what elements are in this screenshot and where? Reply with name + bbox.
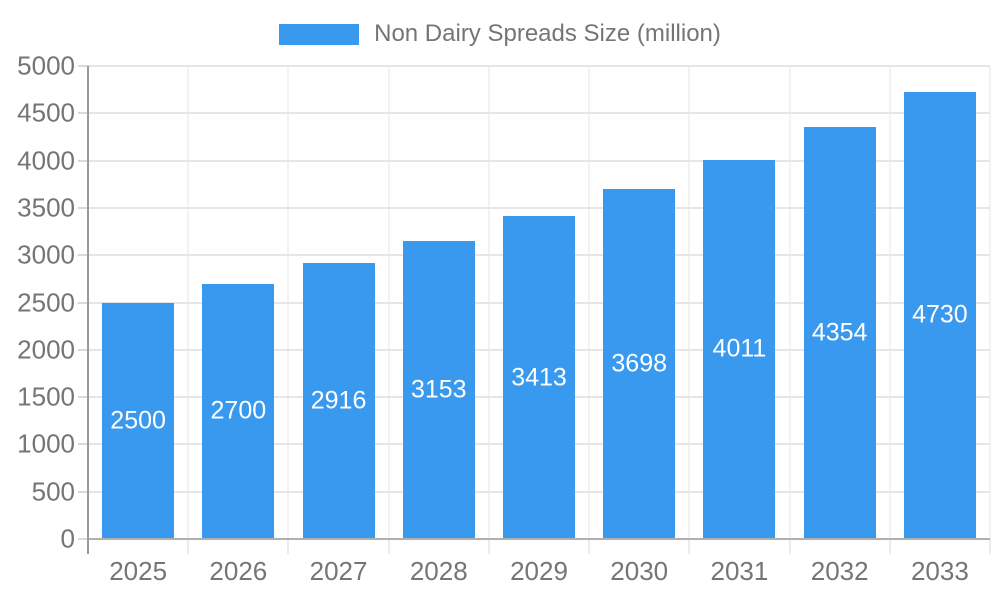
y-axis-label: 5000 — [17, 50, 75, 81]
bar[interactable] — [302, 263, 375, 539]
bar-value-label: 2700 — [210, 396, 267, 425]
x-axis-tick — [187, 539, 189, 554]
v-gridline — [889, 66, 891, 539]
y-axis-tick — [78, 490, 88, 493]
bar[interactable] — [503, 216, 575, 539]
bar-value-label: 3153 — [410, 375, 467, 404]
y-axis-label: 500 — [31, 476, 75, 507]
bar[interactable] — [803, 127, 876, 539]
x-axis-label: 2033 — [910, 556, 969, 586]
y-axis-tick — [78, 206, 88, 209]
h-gridline — [88, 206, 990, 209]
x-axis-label: 2031 — [710, 556, 769, 586]
bar[interactable] — [603, 189, 676, 539]
x-axis-tick — [688, 539, 690, 554]
y-axis-label: 3500 — [17, 192, 75, 223]
y-axis-label: 1000 — [17, 428, 75, 459]
legend: Non Dairy Spreads Size (million) — [0, 20, 1000, 48]
bar-value-label: 4730 — [912, 300, 968, 329]
bar-value-label: 4354 — [811, 318, 868, 347]
v-gridline — [187, 66, 189, 539]
v-gridline — [287, 66, 289, 539]
y-axis-label: 3000 — [17, 239, 75, 270]
x-axis-tick — [488, 539, 490, 554]
y-axis-tick — [78, 159, 88, 162]
x-axis-label: 2029 — [510, 556, 568, 586]
x-axis-tick — [989, 539, 991, 554]
bar-value-label: 2916 — [310, 386, 367, 415]
h-gridline — [88, 159, 990, 162]
bar-value-label: 3413 — [511, 363, 567, 392]
y-axis-tick — [78, 443, 88, 446]
y-axis-label: 4000 — [17, 145, 75, 176]
bar[interactable] — [402, 240, 475, 539]
y-axis-tick — [78, 112, 88, 115]
h-gridline — [88, 112, 990, 115]
x-axis-tick — [789, 539, 791, 554]
bar-value-label: 4011 — [712, 334, 767, 363]
y-axis-tick — [78, 396, 88, 399]
y-axis-label: 0 — [60, 523, 75, 554]
plot-area: 0 500 1000 1500 2000 2500 3000 3500 4000 4500 5000… — [17, 51, 991, 586]
bar[interactable] — [903, 91, 976, 539]
legend-swatch-icon — [279, 23, 360, 45]
y-axis-tick — [78, 254, 88, 257]
bar[interactable] — [703, 159, 776, 539]
bar[interactable] — [202, 283, 275, 539]
x-axis-label: 2025 — [109, 556, 168, 586]
bar-value-label: 3698 — [611, 349, 668, 378]
v-gridline — [588, 66, 590, 539]
y-axis-label: 1500 — [17, 381, 75, 412]
v-gridline — [989, 66, 991, 539]
x-axis-label: 2030 — [610, 556, 669, 586]
x-axis-label: 2026 — [209, 556, 268, 586]
x-axis-tick — [388, 539, 390, 554]
x-axis-tick — [889, 539, 891, 554]
x-axis-label: 2028 — [409, 556, 468, 586]
y-axis-tick — [78, 65, 88, 67]
y-axis-label: 4500 — [17, 97, 75, 128]
y-axis-label: 2000 — [17, 334, 75, 365]
x-axis-line — [88, 538, 990, 540]
v-gridline — [688, 66, 690, 539]
y-axis-tick — [78, 348, 88, 351]
h-gridline — [88, 65, 990, 67]
x-axis-tick — [287, 539, 289, 554]
bar[interactable] — [102, 302, 175, 539]
v-gridline — [789, 66, 791, 539]
y-axis-tick — [78, 301, 88, 304]
legend-item[interactable]: Non Dairy Spreads Size (million) — [279, 20, 721, 48]
v-gridline — [488, 66, 490, 539]
y-axis-tick — [78, 538, 88, 540]
bar-value-label: 2500 — [110, 406, 166, 435]
x-axis-label: 2027 — [309, 556, 368, 586]
x-axis-tick — [588, 539, 590, 554]
y-axis-label: 2500 — [17, 287, 75, 317]
x-axis-label: 2032 — [810, 556, 869, 586]
v-gridline — [388, 66, 390, 539]
y-axis-line — [87, 66, 89, 554]
legend-label: Non Dairy Spreads Size (million) — [374, 20, 721, 47]
